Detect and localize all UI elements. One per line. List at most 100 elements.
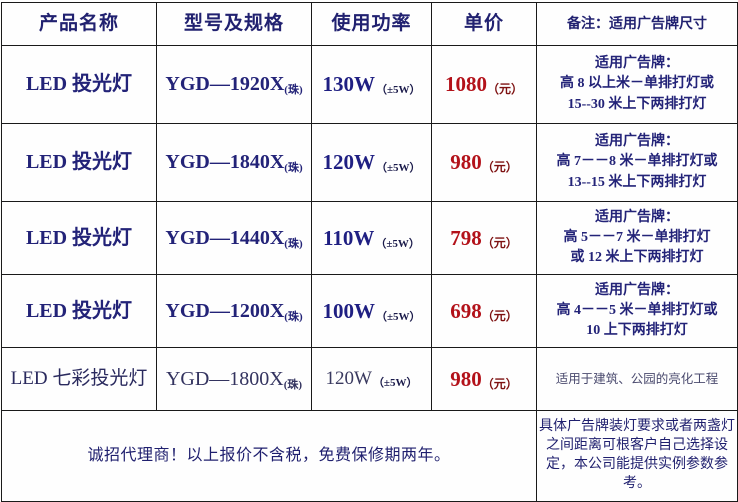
model-number: YGD—1920X(珠): [165, 73, 303, 96]
table-row: LED 投光灯 YGD—1920X(珠) 130W（±5W） 1080（元） 适…: [1, 45, 738, 124]
cell-remark: 适用广告牌： 高 7－－8 米－单排打灯或 13--15 米上下两排打灯: [536, 123, 738, 202]
cell-remark: 适用广告牌： 高 5－－7 米－单排打灯 或 12 米上下两排打灯: [536, 201, 738, 275]
remark-title: 适用广告牌：: [595, 282, 679, 298]
model-suffix: (珠): [284, 162, 303, 174]
model-number: YGD—1440X(珠): [165, 227, 303, 250]
power-tolerance: （±5W）: [375, 310, 421, 323]
price-amount: 980: [450, 150, 482, 175]
model-suffix: (珠): [283, 378, 303, 391]
remark-line-3: 或 12 米上下两排打灯: [570, 250, 704, 266]
remark-block: 适用广告牌： 高 8 以上米－单排打灯或 15--30 米上下两排打灯: [539, 54, 735, 115]
price-amount: 798: [450, 225, 482, 250]
column-header-price: 单价: [431, 2, 537, 46]
cell-model: YGD—1800X(珠): [156, 347, 312, 411]
cell-product: LED 投光灯: [1, 274, 157, 348]
remark-title: 适用广告牌：: [595, 134, 679, 150]
product-name: LED 投光灯: [25, 226, 133, 249]
power-tolerance: （±5W）: [375, 84, 421, 97]
model-suffix: (珠): [284, 84, 303, 96]
column-header-remark: 备注：适用广告牌尺寸: [536, 2, 738, 46]
power-tolerance: （±5W）: [375, 237, 420, 250]
cell-product: LED 投光灯: [1, 201, 157, 275]
model-number: YGD—1840X(珠): [165, 151, 303, 174]
cell-remark: 适用广告牌： 高 8 以上米－单排打灯或 15--30 米上下两排打灯: [536, 45, 738, 124]
remark-title: 适用广告牌：: [595, 209, 679, 225]
table-header-row: 产品名称 型号及规格 使用功率 单价 备注：适用广告牌尺寸: [1, 2, 738, 46]
remark-block: 适用广告牌： 高 4－－5 米－单排打灯或 10 上下两排打灯: [539, 281, 735, 342]
power-value: 120W（±5W）: [326, 368, 418, 389]
footer-left-note: 诚招代理商！以上报价不含税，免费保修期两年。: [1, 410, 537, 502]
remark-line-3: 13--15 米上下两排打灯: [567, 174, 707, 190]
price-amount: 1080: [444, 72, 487, 97]
table-row: LED 投光灯 YGD—1440X(珠) 110W（±5W） 798（元） 适用…: [1, 201, 738, 275]
table-row: LED 投光灯 YGD—1200X(珠) 100W（±5W） 698（元） 适用…: [1, 274, 738, 348]
power-watts: 110W: [323, 225, 375, 250]
price-currency: （元）: [481, 235, 518, 250]
cell-model: YGD—1840X(珠): [156, 123, 312, 202]
column-header-power: 使用功率: [311, 2, 432, 46]
remark-block: 适用广告牌： 高 5－－7 米－单排打灯 或 12 米上下两排打灯: [539, 208, 735, 269]
product-name: LED 投光灯: [25, 73, 133, 95]
cell-product: LED 投光灯: [1, 123, 157, 202]
cell-remark: 适用广告牌： 高 4－－5 米－单排打灯或 10 上下两排打灯: [536, 274, 738, 348]
cell-price: 698（元）: [431, 274, 537, 348]
column-header-model-label: 型号及规格: [183, 13, 284, 35]
column-header-power-label: 使用功率: [331, 13, 412, 35]
power-value: 120W（±5W）: [322, 150, 420, 174]
remark-text: 适用于建筑、公园的亮化工程: [555, 372, 719, 387]
unit-price: 1080（元）: [445, 72, 523, 96]
cell-power: 120W（±5W）: [311, 347, 432, 411]
cell-model: YGD—1440X(珠): [156, 201, 312, 275]
cell-power: 120W（±5W）: [311, 123, 432, 202]
power-watts: 120W: [322, 150, 375, 175]
price-currency: （元）: [481, 376, 518, 391]
unit-price: 798（元）: [450, 226, 518, 250]
power-tolerance: （±5W）: [372, 377, 418, 390]
remark-block: 适用广告牌： 高 7－－8 米－单排打灯或 13--15 米上下两排打灯: [539, 132, 735, 193]
footer-right-note: 具体广告牌装灯要求或者两盏灯之间距离可根客户自己选择设定，本公司能提供实例参数参…: [536, 410, 738, 502]
power-watts: 130W: [322, 72, 375, 97]
price-currency: （元）: [481, 160, 518, 175]
product-name: LED 投光灯: [25, 299, 133, 322]
model-suffix: (珠): [284, 237, 303, 250]
power-watts: 100W: [322, 298, 375, 323]
price-currency: （元）: [486, 82, 523, 97]
power-value: 100W（±5W）: [322, 299, 420, 323]
remark-line-3: 10 上下两排打灯: [586, 323, 688, 339]
remark-line-2: 高 4－－5 米－单排打灯或: [556, 302, 718, 318]
remark-line-3: 15--30 米上下两排打灯: [567, 96, 707, 112]
cell-price: 1080（元）: [431, 45, 537, 124]
cell-price: 980（元）: [431, 123, 537, 202]
unit-price: 980（元）: [450, 150, 518, 174]
cell-product: LED 七彩投光灯: [1, 347, 157, 411]
table-footer-row: 诚招代理商！以上报价不含税，免费保修期两年。 具体广告牌装灯要求或者两盏灯之间距…: [1, 410, 738, 502]
cell-power: 130W（±5W）: [311, 45, 432, 124]
cell-model: YGD—1200X(珠): [156, 274, 312, 348]
unit-price: 698（元）: [450, 299, 518, 323]
model-main: YGD—1800X: [165, 367, 284, 390]
cell-product: LED 投光灯: [1, 45, 157, 124]
price-currency: （元）: [481, 308, 518, 323]
column-header-remark-label: 备注：适用广告牌尺寸: [567, 17, 707, 33]
cell-remark: 适用于建筑、公园的亮化工程: [536, 347, 738, 411]
remark-line-2: 高 8 以上米－单排打灯或: [560, 76, 714, 92]
table-row: LED 投光灯 YGD—1840X(珠) 120W（±5W） 980（元） 适用…: [1, 123, 738, 202]
cell-price: 980（元）: [431, 347, 537, 411]
power-value: 110W（±5W）: [323, 226, 420, 250]
product-name: LED 投光灯: [25, 151, 133, 173]
cell-power: 100W（±5W）: [311, 274, 432, 348]
product-name: LED 七彩投光灯: [10, 368, 148, 390]
cell-power: 110W（±5W）: [311, 201, 432, 275]
remark-line-2: 高 5－－7 米－单排打灯: [563, 229, 711, 245]
cell-price: 798（元）: [431, 201, 537, 275]
model-main: YGD—1200X: [165, 299, 285, 322]
model-main: YGD—1920X: [165, 73, 285, 95]
unit-price: 980（元）: [450, 367, 518, 391]
power-tolerance: （±5W）: [375, 162, 421, 175]
power-value: 130W（±5W）: [322, 72, 420, 96]
column-header-product-label: 产品名称: [38, 13, 119, 35]
price-amount: 980: [450, 366, 482, 391]
table-row: LED 七彩投光灯 YGD—1800X(珠) 120W（±5W） 980（元） …: [1, 347, 738, 411]
